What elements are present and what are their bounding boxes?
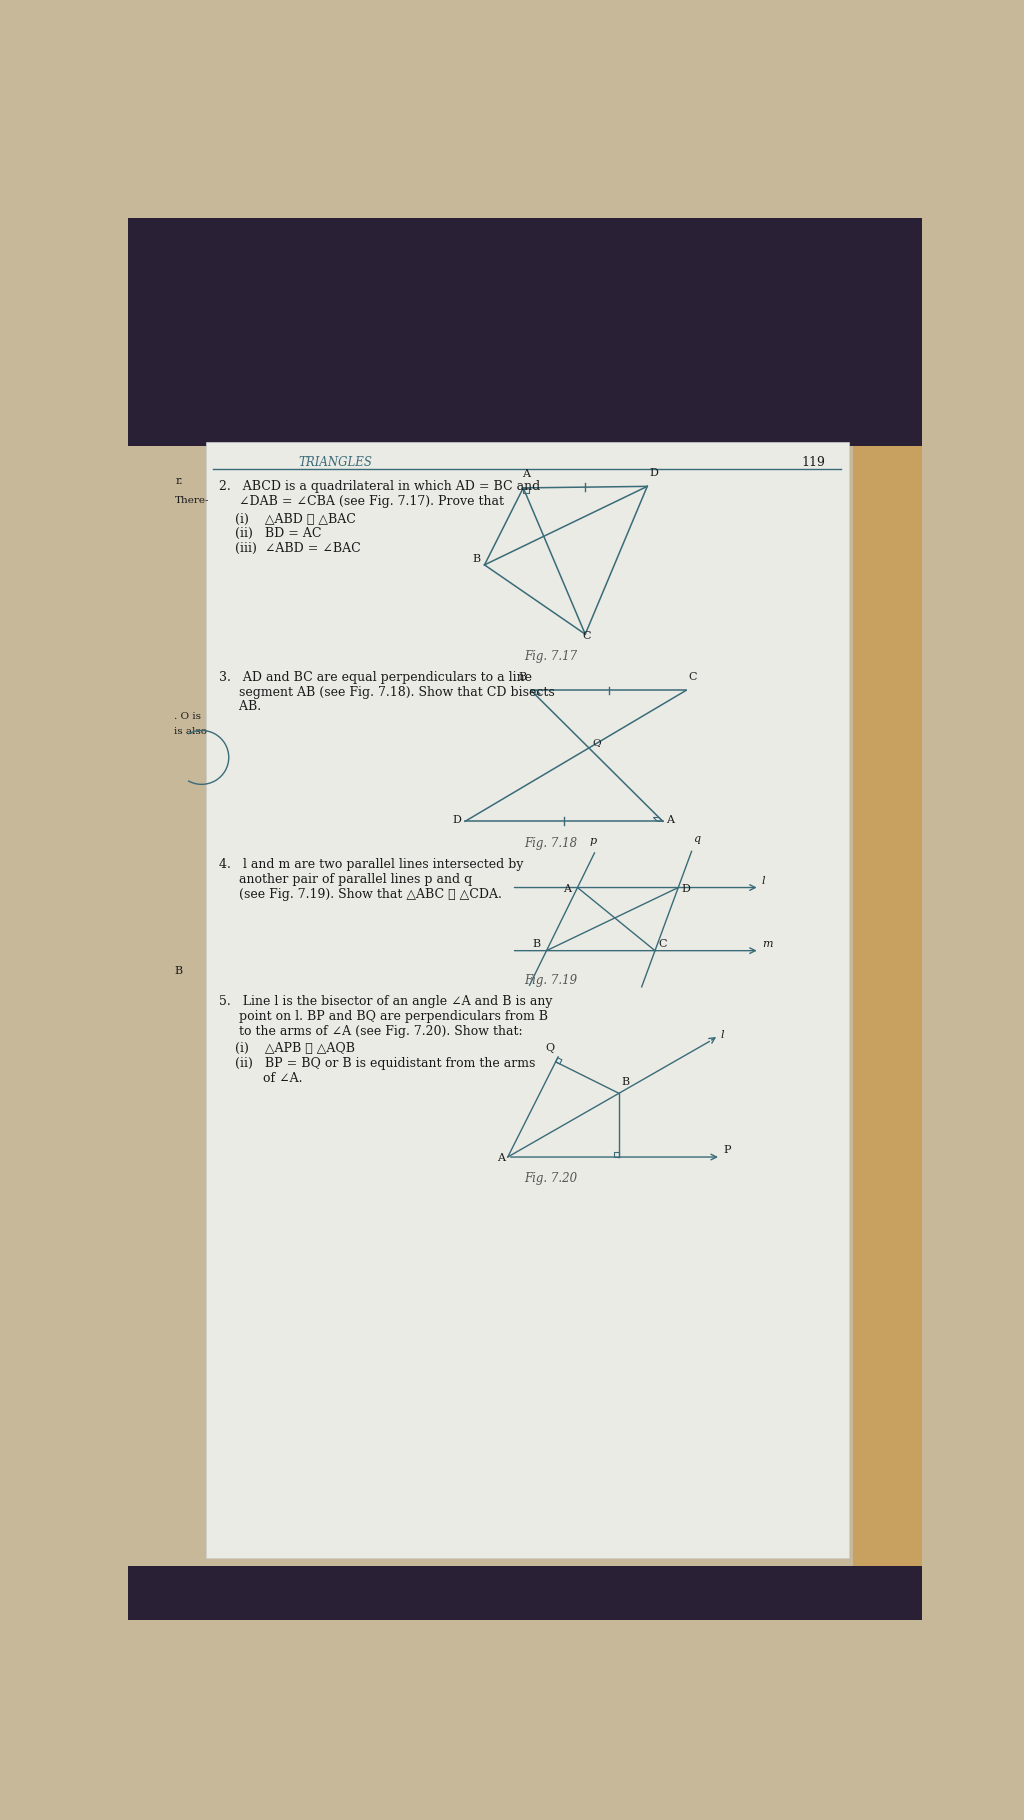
Text: Q: Q <box>593 737 601 746</box>
Text: B: B <box>518 672 526 682</box>
Text: C: C <box>688 672 696 682</box>
Text: m: m <box>762 939 772 948</box>
Bar <box>128 1565 922 1620</box>
Bar <box>128 218 922 446</box>
Text: B: B <box>174 966 182 976</box>
Text: another pair of parallel lines p and q: another pair of parallel lines p and q <box>219 874 473 886</box>
Text: (ii)   BD = AC: (ii) BD = AC <box>234 528 322 541</box>
Text: B: B <box>532 939 541 948</box>
Text: 4.   l and m are two parallel lines intersected by: 4. l and m are two parallel lines inters… <box>219 859 524 872</box>
Text: Q: Q <box>546 1043 555 1052</box>
Text: C: C <box>658 939 667 948</box>
Text: l: l <box>762 875 766 886</box>
Text: 2.   ABCD is a quadrilateral in which AD = BC and: 2. ABCD is a quadrilateral in which AD =… <box>219 480 541 493</box>
Text: A: A <box>666 815 674 824</box>
Text: (i)    △APB ≅ △AQB: (i) △APB ≅ △AQB <box>234 1043 355 1056</box>
Bar <box>128 446 202 1565</box>
Text: D: D <box>649 468 658 477</box>
Bar <box>853 446 922 1565</box>
FancyBboxPatch shape <box>206 442 849 1558</box>
Text: (i)    △ABD ≅ △BAC: (i) △ABD ≅ △BAC <box>234 513 355 526</box>
Text: Fig. 7.19: Fig. 7.19 <box>524 974 577 986</box>
Text: p: p <box>590 835 597 846</box>
Text: Fig. 7.17: Fig. 7.17 <box>524 650 577 662</box>
Text: P: P <box>723 1145 731 1156</box>
Text: A: A <box>497 1152 505 1163</box>
Text: l: l <box>721 1030 724 1039</box>
Text: of ∠A.: of ∠A. <box>234 1072 302 1085</box>
Text: B: B <box>622 1077 630 1087</box>
Text: AB.: AB. <box>219 701 261 713</box>
Text: D: D <box>681 885 690 894</box>
Text: 3.   AD and BC are equal perpendiculars to a line: 3. AD and BC are equal perpendiculars to… <box>219 672 532 684</box>
Text: q: q <box>693 834 700 844</box>
Text: There-: There- <box>174 497 209 506</box>
Text: ∠DAB = ∠CBA (see Fig. 7.17). Prove that: ∠DAB = ∠CBA (see Fig. 7.17). Prove that <box>219 495 505 508</box>
Text: TRIANGLES: TRIANGLES <box>299 455 373 468</box>
Text: is also: is also <box>174 728 208 737</box>
Text: (see Fig. 7.19). Show that △ABC ≅ △CDA.: (see Fig. 7.19). Show that △ABC ≅ △CDA. <box>219 888 503 901</box>
Text: C: C <box>583 632 591 641</box>
Text: to the arms of ∠A (see Fig. 7.20). Show that:: to the arms of ∠A (see Fig. 7.20). Show … <box>219 1025 523 1037</box>
Text: Fig. 7.18: Fig. 7.18 <box>524 837 577 850</box>
Text: point on l. BP and BQ are perpendiculars from B: point on l. BP and BQ are perpendiculars… <box>219 1010 549 1023</box>
Text: A: A <box>563 885 571 894</box>
Text: . O is: . O is <box>174 712 202 721</box>
Text: r.: r. <box>176 477 183 486</box>
Text: 5.   Line l is the bisector of an angle ∠A and B is any: 5. Line l is the bisector of an angle ∠A… <box>219 996 553 1008</box>
Text: 119: 119 <box>802 455 825 468</box>
Text: D: D <box>453 815 462 824</box>
Text: Fig. 7.20: Fig. 7.20 <box>524 1172 577 1185</box>
Text: segment AB (see Fig. 7.18). Show that CD bisects: segment AB (see Fig. 7.18). Show that CD… <box>219 686 555 699</box>
Text: (ii)   BP = BQ or B is equidistant from the arms: (ii) BP = BQ or B is equidistant from th… <box>234 1057 536 1070</box>
Text: A: A <box>521 470 529 479</box>
Text: (iii)  ∠ABD = ∠BAC: (iii) ∠ABD = ∠BAC <box>234 542 360 555</box>
Text: B: B <box>472 553 480 564</box>
